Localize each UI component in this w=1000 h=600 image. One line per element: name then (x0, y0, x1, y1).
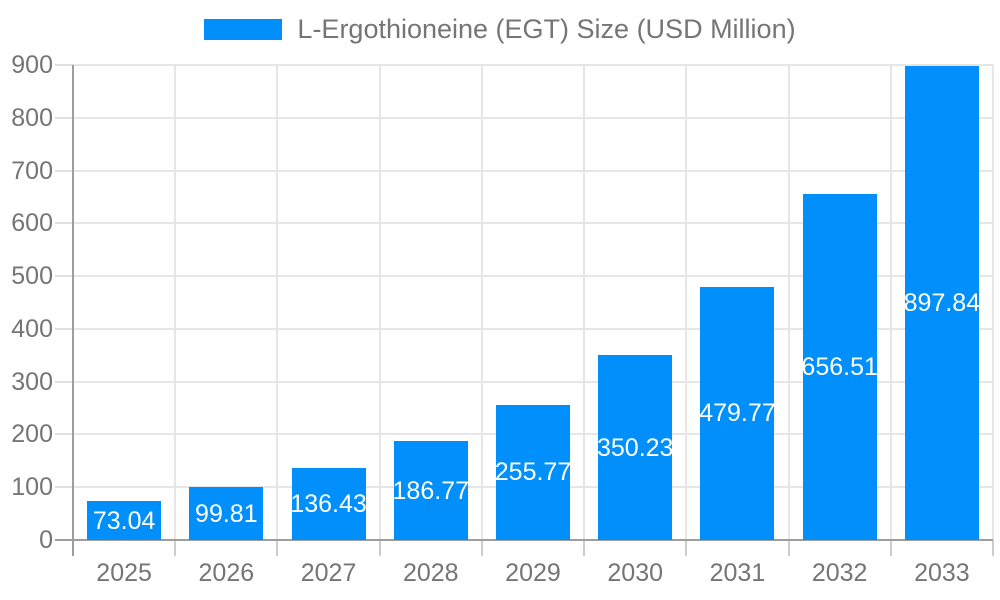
bar-2031[interactable]: 479.77 (699, 286, 776, 540)
x-tick-label: 2025 (96, 559, 152, 587)
v-gridline (480, 65, 483, 540)
bar-2032[interactable]: 656.51 (801, 193, 878, 540)
legend-swatch-icon (204, 19, 283, 40)
h-gridline (73, 169, 993, 172)
y-tick (55, 380, 73, 383)
y-axis-line (72, 65, 74, 556)
y-tick-label: 600 (11, 209, 53, 238)
y-tick-label: 700 (11, 156, 53, 185)
bar-value-label: 99.81 (195, 499, 258, 528)
bar-value-label: 255.77 (494, 458, 572, 487)
bar-value-label: 350.23 (596, 433, 674, 462)
v-gridline (174, 65, 177, 540)
x-tick-label: 2029 (505, 559, 561, 587)
bar-value-label: 479.77 (699, 399, 776, 428)
bar-value-label: 73.04 (92, 506, 156, 535)
h-gridline (73, 64, 993, 66)
x-tick-label: 2026 (198, 559, 255, 587)
bar-2029[interactable]: 255.77 (494, 405, 572, 540)
y-tick-label: 100 (11, 473, 53, 502)
bar-2026[interactable]: 99.81 (189, 487, 264, 540)
y-tick-label: 200 (11, 420, 53, 449)
y-tick (55, 169, 73, 172)
v-gridline (276, 65, 279, 540)
x-tick-label: 2028 (402, 559, 459, 587)
v-gridline (787, 65, 790, 540)
bar-2028[interactable]: 186.77 (392, 441, 469, 540)
x-tick (889, 540, 892, 556)
h-gridline (73, 380, 993, 383)
x-tick (480, 540, 483, 556)
x-tick-label: 2027 (300, 559, 357, 587)
h-gridline (73, 116, 993, 119)
bar-value-label: 186.77 (392, 476, 469, 505)
bar-value-label: 136.43 (290, 489, 367, 518)
x-tick (992, 540, 994, 556)
bar-2033[interactable]: 897.84 (903, 66, 981, 540)
x-tick-label: 2032 (811, 559, 868, 587)
y-tick (55, 64, 73, 66)
bar-2025[interactable]: 73.04 (87, 501, 162, 540)
bar-2027[interactable]: 136.43 (290, 467, 367, 540)
y-tick (55, 116, 73, 119)
bar-value-label: 656.51 (801, 352, 878, 381)
y-tick (55, 486, 73, 489)
y-tick (55, 433, 73, 436)
h-gridline (73, 327, 993, 330)
x-axis-line (55, 539, 993, 541)
y-tick-label: 400 (11, 314, 53, 343)
legend[interactable]: L-Ergothioneine (EGT) Size (USD Million) (0, 14, 1000, 45)
legend-label: L-Ergothioneine (EGT) Size (USD Million) (297, 14, 796, 44)
x-tick (583, 540, 586, 556)
y-tick-label: 300 (11, 367, 53, 396)
x-tick (378, 540, 381, 556)
y-tick-label: 0 (39, 526, 53, 554)
bar-2030[interactable]: 350.23 (596, 355, 674, 540)
h-gridline (73, 275, 993, 278)
x-tick-label: 2030 (607, 559, 664, 587)
v-gridline (378, 65, 381, 540)
v-gridline (889, 65, 892, 540)
v-gridline (992, 65, 994, 540)
x-tick-label: 2033 (914, 559, 970, 587)
x-tick (174, 540, 177, 556)
y-tick-label: 500 (11, 262, 53, 291)
bar-value-label: 897.84 (903, 289, 981, 318)
x-tick (276, 540, 279, 556)
x-tick (787, 540, 790, 556)
y-tick-label: 900 (11, 51, 53, 79)
h-gridline (73, 222, 993, 225)
y-tick-label: 800 (11, 103, 53, 132)
y-tick (55, 327, 73, 330)
y-tick (55, 275, 73, 278)
y-tick (55, 222, 73, 225)
v-gridline (583, 65, 586, 540)
v-gridline (685, 65, 688, 540)
x-tick (685, 540, 688, 556)
x-tick-label: 2031 (709, 559, 766, 587)
